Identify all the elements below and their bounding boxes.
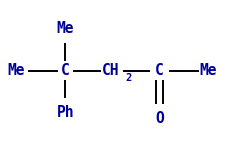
Text: Me: Me (200, 63, 217, 78)
Text: O: O (155, 111, 164, 126)
Text: CH: CH (102, 63, 120, 78)
Text: Ph: Ph (56, 105, 74, 120)
Text: Me: Me (7, 63, 25, 78)
Text: C: C (61, 63, 70, 78)
Text: Me: Me (56, 21, 74, 36)
Text: C: C (155, 63, 164, 78)
Text: 2: 2 (125, 73, 132, 83)
